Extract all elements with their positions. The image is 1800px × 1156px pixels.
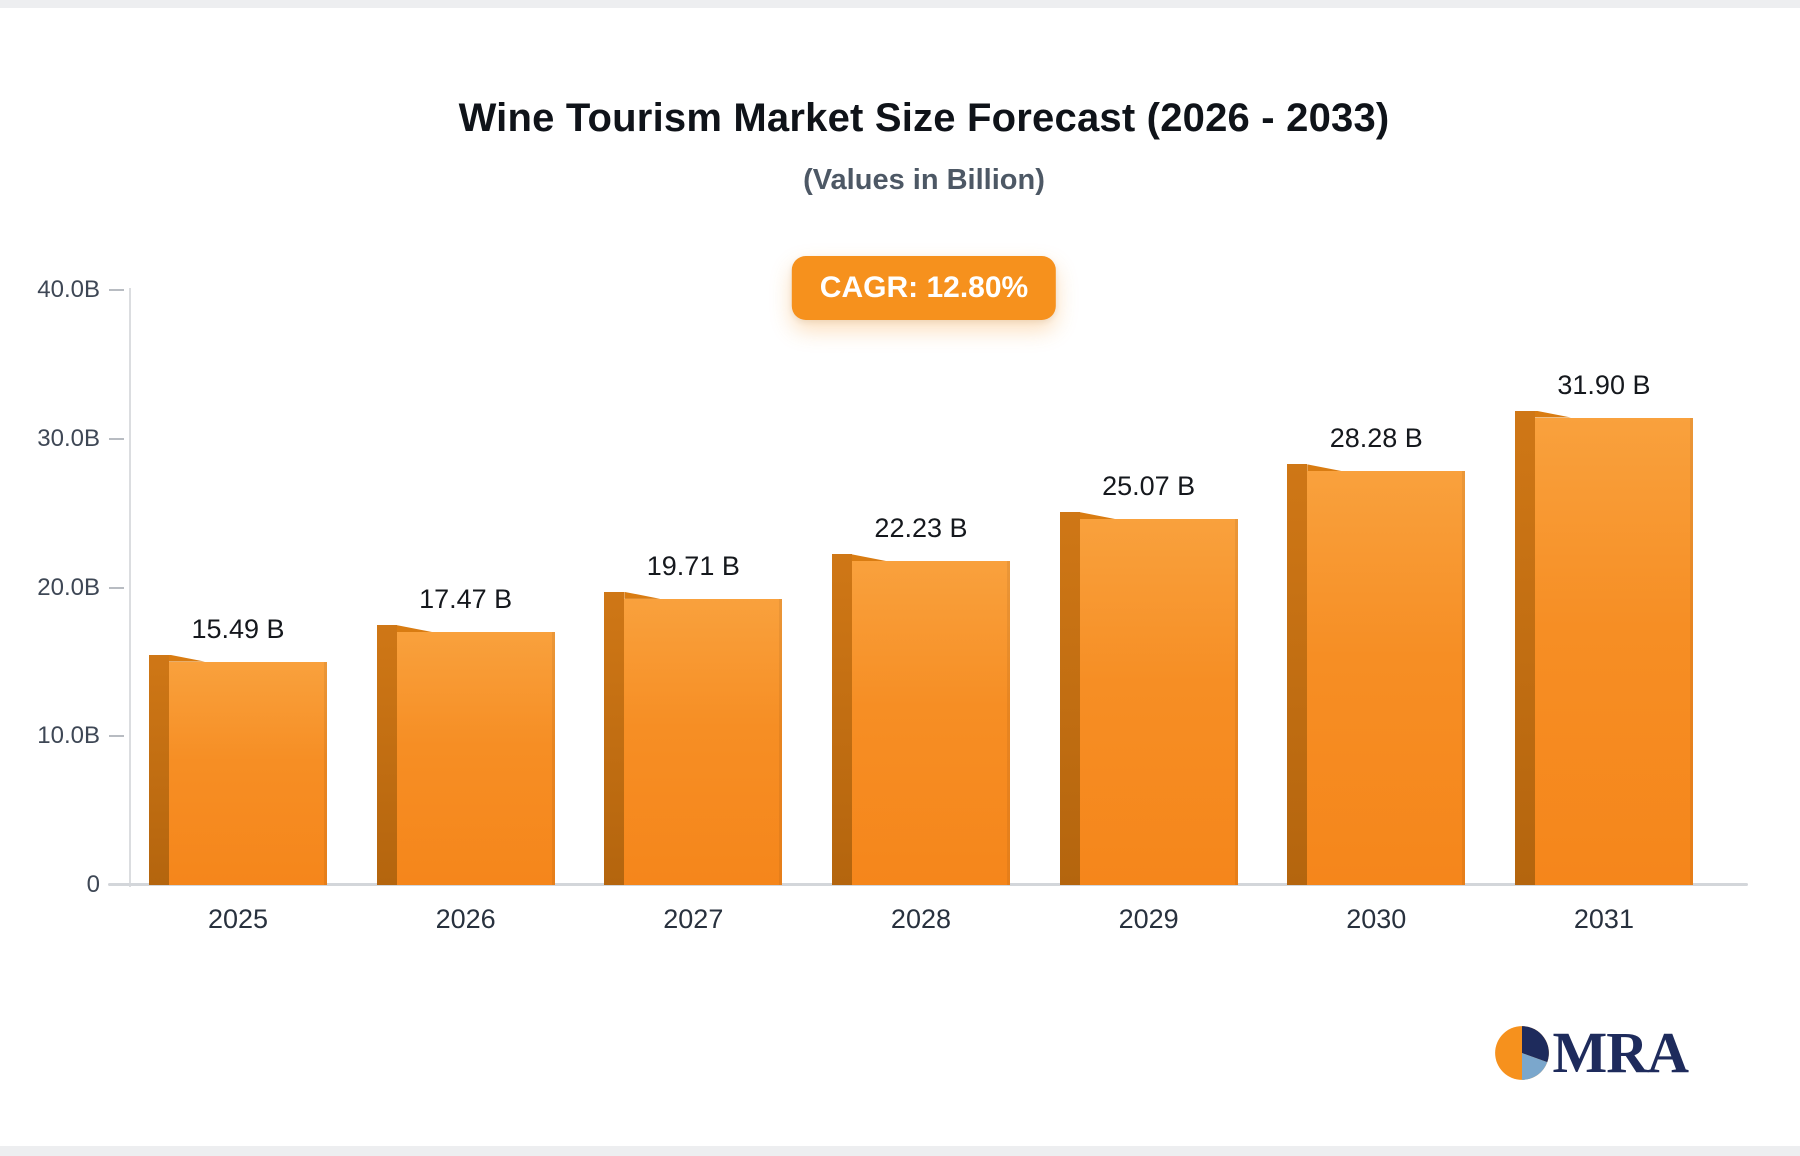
bar-value-label: 28.28 B	[1329, 423, 1423, 454]
x-tick-label: 2028	[890, 904, 952, 934]
chart-title: Wine Tourism Market Size Forecast (2026 …	[458, 96, 1390, 140]
bar-value-label: 22.23 B	[874, 513, 968, 544]
bar-top-bevel	[1307, 464, 1344, 472]
bar-2025	[149, 654, 327, 885]
bars-area: 15.49 B 2025 17.47 B 2026 19.71 B 2027 22.23 B…	[149, 290, 1693, 934]
y-tick-label: 30.0B	[37, 424, 100, 452]
y-tick-mark	[109, 586, 124, 589]
bar-front-face	[851, 561, 1010, 885]
bar-front-face	[396, 632, 555, 885]
bar-top-bevel	[851, 554, 888, 562]
bar-side-face	[149, 654, 169, 885]
y-axis: 40.0B 30.0B 20.0B 10.0B 0	[0, 276, 128, 898]
bar-column-2031: 31.90 B 2031	[1514, 290, 1693, 934]
bar-2028	[831, 554, 1010, 885]
y-tick-label: 10.0B	[37, 722, 100, 750]
bar-2029	[1059, 512, 1238, 885]
bar-top-bevel	[1079, 512, 1116, 520]
y-tick-label: 0	[86, 871, 100, 898]
bar-value-label: 25.07 B	[1102, 471, 1196, 502]
x-tick-label: 2029	[1118, 904, 1179, 934]
bar-value-label: 31.90 B	[1557, 369, 1651, 400]
bar-column-2029: 25.07 B 2029	[1059, 290, 1238, 934]
bar-2027	[604, 591, 783, 885]
bar-side-face	[1514, 410, 1535, 885]
cagr-badge: CAGR: 12.80%	[791, 256, 1057, 320]
logo-pie-icon	[1495, 1026, 1550, 1080]
bar-side-face	[604, 591, 625, 885]
x-tick-label: 2027	[663, 904, 724, 934]
bar-column-2028: 22.23 B 2028	[831, 290, 1010, 934]
bar-value-label: 19.71 B	[646, 550, 740, 581]
bar-top-bevel	[169, 654, 205, 662]
y-tick-mark	[109, 289, 124, 291]
page-edge-bottom	[0, 1146, 1800, 1156]
bar-side-face	[1287, 464, 1308, 885]
page-edge-top	[0, 0, 1800, 8]
bar-column-2030: 28.28 B 2030	[1287, 290, 1466, 934]
y-axis-line	[129, 288, 131, 887]
y-tick-10.0B: 10.0B	[37, 722, 124, 750]
y-tick-mark	[109, 437, 124, 440]
bar-side-face	[1059, 512, 1080, 885]
bar-column-2025: 15.49 B 2025	[149, 290, 327, 934]
x-tick-label: 2030	[1346, 904, 1407, 934]
bar-front-face	[624, 598, 783, 885]
x-tick-label: 2026	[435, 904, 496, 934]
y-tick-mark	[109, 735, 124, 738]
y-tick-30.0B: 30.0B	[37, 425, 124, 453]
y-tick-label: 40.0B	[37, 276, 100, 303]
bar-2031	[1514, 410, 1693, 885]
bar-column-2026: 17.47 B 2026	[376, 290, 555, 934]
bar-value-label: 15.49 B	[191, 613, 285, 644]
bar-top-bevel	[1534, 410, 1571, 418]
bar-top-bevel	[396, 625, 433, 633]
bar-front-face	[1079, 519, 1238, 885]
bar-value-label: 17.47 B	[419, 584, 513, 615]
bar-2026	[376, 625, 555, 885]
y-tick-40.0B: 40.0B	[37, 276, 124, 304]
x-tick-label: 2025	[207, 904, 269, 934]
bar-2030	[1287, 464, 1466, 885]
bar-side-face	[831, 554, 852, 885]
bar-top-bevel	[624, 591, 661, 599]
bar-front-face	[1534, 417, 1693, 885]
bar-front-face	[169, 661, 327, 885]
x-tick-label: 2031	[1573, 904, 1634, 934]
bar-column-2027: 19.71 B 2027	[604, 290, 783, 934]
bar-front-face	[1307, 471, 1466, 885]
bar-chart: 40.0B 30.0B 20.0B 10.0B 0 15.49 B 2025 17.47 B…	[0, 276, 1800, 934]
y-tick-20.0B: 20.0B	[37, 574, 124, 602]
logo-text: MRA	[1552, 1020, 1689, 1085]
bar-side-face	[376, 625, 397, 885]
y-tick-label: 20.0B	[37, 573, 100, 601]
chart-subtitle: (Values in Billion)	[803, 164, 1045, 196]
logo: MRA	[1494, 1020, 1689, 1085]
